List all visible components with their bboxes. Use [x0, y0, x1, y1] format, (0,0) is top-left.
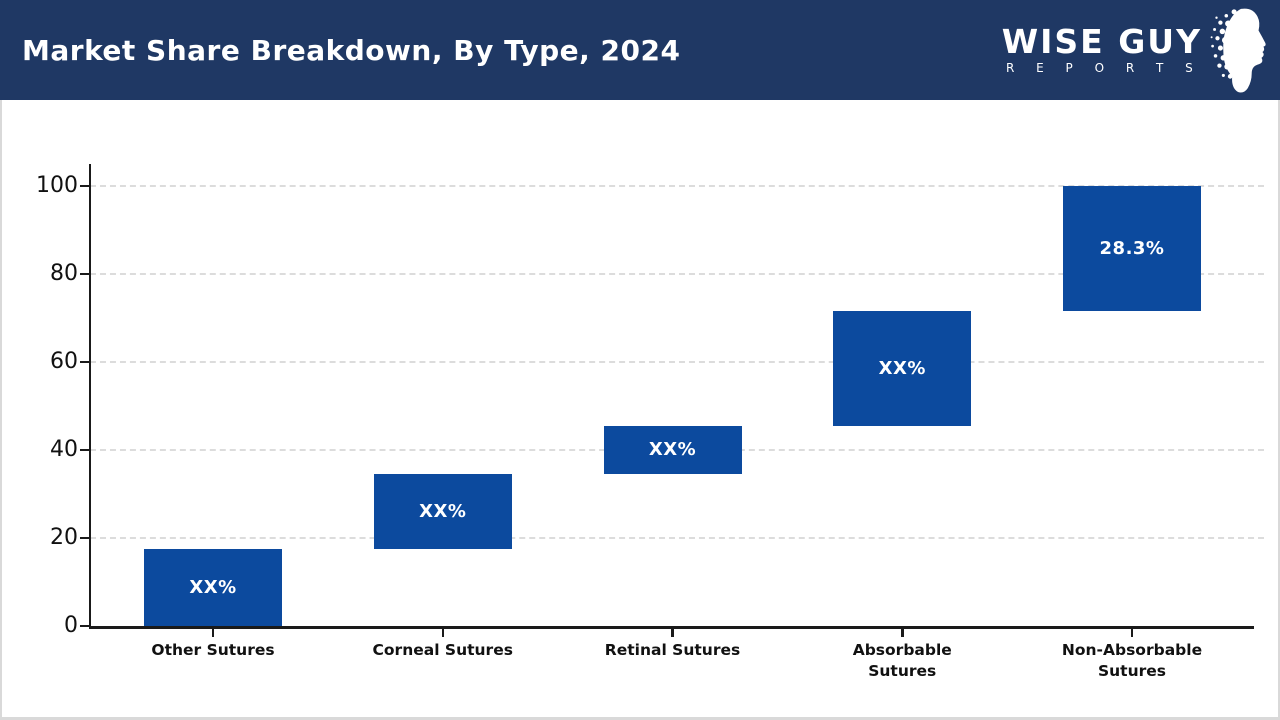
bar-value-label: XX% [878, 357, 926, 379]
y-tick-label-20: 20 [50, 525, 78, 550]
y-tick-label-0: 0 [64, 613, 78, 638]
x-category-label-2: Retinal Sutures [604, 641, 741, 659]
bar-retinal-sutures: XX% [603, 425, 742, 475]
y-axis-spine [88, 164, 91, 629]
x-category-label-0: Other Sutures [151, 641, 275, 659]
page-title: Market Share Breakdown, By Type, 2024 [22, 33, 681, 67]
y-tick-mark-80 [80, 272, 90, 276]
x-category-label-1: Corneal Sutures [372, 641, 513, 659]
x-category-label-4: Non-Absorbable Sutures [1061, 641, 1203, 680]
gridline-60 [90, 361, 1264, 363]
x-tick-mark-3 [901, 628, 904, 637]
y-tick-mark-0 [80, 624, 90, 628]
x-category-label-3: Absorbable Sutures [852, 641, 952, 680]
x-axis-line [88, 626, 1254, 629]
logo-reports-text: R E P O R T S [1005, 61, 1202, 76]
dotted-face-profile-icon [1206, 6, 1272, 94]
wise-guy-reports-logo: WISE GUY R E P O R T S [1002, 0, 1272, 100]
gridline-100 [90, 185, 1264, 187]
y-tick-mark-20 [80, 536, 90, 540]
y-tick-mark-40 [80, 448, 90, 452]
bar-value-label: XX% [419, 501, 467, 523]
bar-absorbable-sutures: XX% [833, 310, 972, 426]
bar-value-label: XX% [648, 439, 697, 461]
bar-value-label: XX% [189, 577, 237, 598]
bar-other-sutures: XX% [144, 549, 282, 626]
x-tick-mark-2 [671, 628, 674, 637]
y-tick-mark-60 [80, 360, 90, 364]
chart-canvas: 0 20 40 60 80 100 XX% Other Sutures XX% Corneal S… [0, 100, 1280, 720]
logo-wordmark: WISE GUY [1001, 21, 1202, 61]
x-tick-mark-4 [1130, 628, 1134, 637]
y-tick-label-60: 60 [50, 349, 78, 374]
x-tick-mark-1 [441, 628, 444, 637]
y-tick-mark-100 [80, 184, 90, 188]
bar-value-label: 28.3% [1099, 237, 1165, 259]
y-tick-label-100: 100 [36, 173, 78, 198]
logo-text: WISE GUY R E P O R T S [1001, 21, 1202, 76]
bar-corneal-sutures: XX% [373, 474, 512, 549]
header-bar: Market Share Breakdown, By Type, 2024 WI… [0, 0, 1280, 100]
y-tick-label-80: 80 [50, 261, 78, 286]
gridline-80 [90, 273, 1264, 275]
y-tick-label-40: 40 [50, 437, 78, 462]
bar-non-absorbable-sutures: 28.3% [1063, 186, 1201, 311]
x-tick-mark-0 [211, 628, 215, 637]
gridline-20 [90, 537, 1264, 539]
